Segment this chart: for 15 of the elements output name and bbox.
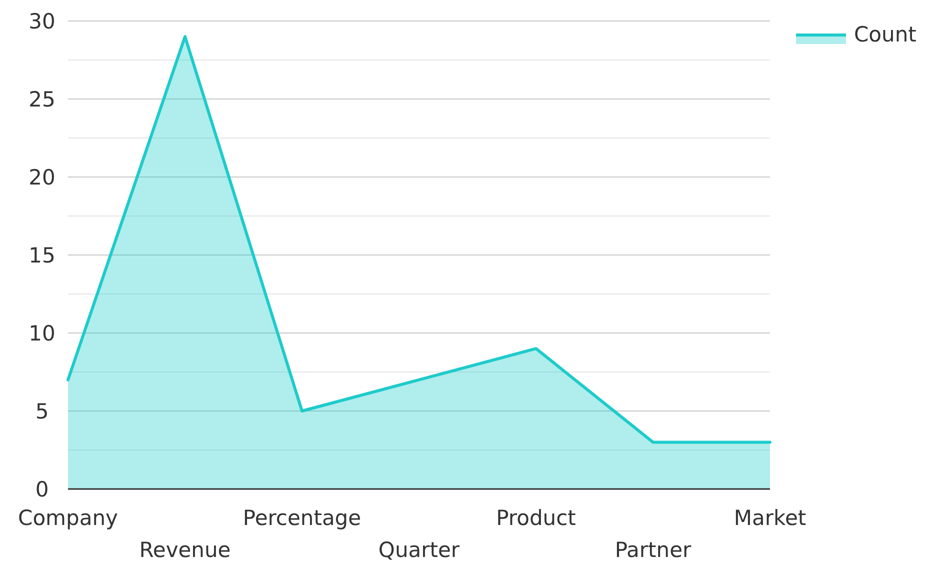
y-tick-label: 0 <box>35 477 49 502</box>
x-tick-label: Revenue <box>139 538 231 562</box>
legend-label: Count <box>854 22 916 46</box>
y-tick-label: 15 <box>28 243 56 268</box>
x-tick-label: Partner <box>614 538 692 562</box>
x-tick-label: Market <box>734 506 806 530</box>
y-tick-label: 20 <box>28 165 56 190</box>
y-tick-label: 10 <box>28 321 56 346</box>
x-tick-label: Quarter <box>378 538 460 562</box>
y-tick-label: 25 <box>28 87 56 112</box>
y-tick-label: 30 <box>28 9 56 34</box>
x-tick-label: Percentage <box>242 506 362 530</box>
y-tick-label: 5 <box>35 399 49 424</box>
x-tick-label: Product <box>496 506 576 530</box>
x-tick-label: Company <box>18 506 118 530</box>
